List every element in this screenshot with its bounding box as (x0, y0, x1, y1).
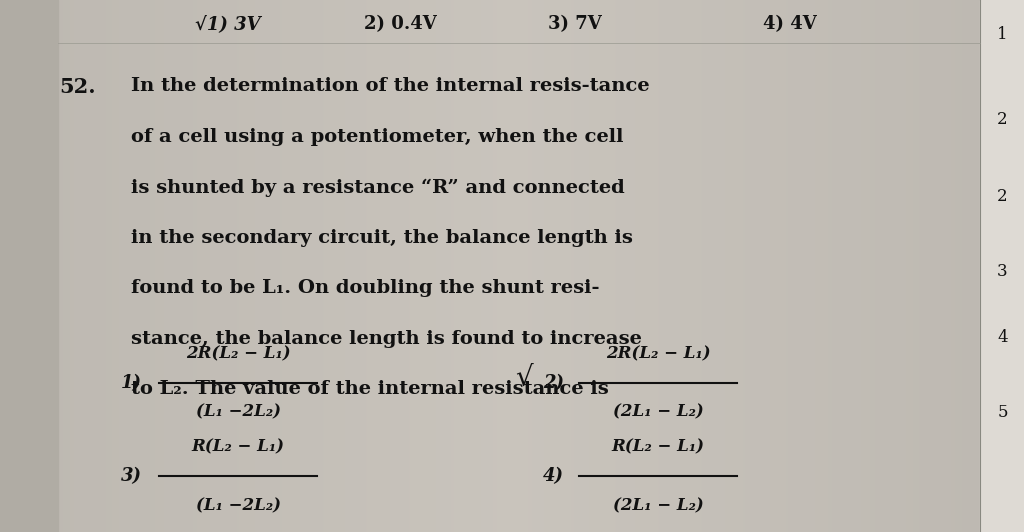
Text: (L₁ −2L₂): (L₁ −2L₂) (196, 497, 281, 514)
Text: found to be L₁. On doubling the shunt resi-: found to be L₁. On doubling the shunt re… (131, 279, 600, 297)
Text: 2: 2 (997, 111, 1008, 128)
Text: 2) 0.4V: 2) 0.4V (364, 15, 436, 33)
Text: to L₂. The value of the internal resistance is: to L₂. The value of the internal resista… (131, 380, 609, 398)
Text: 5: 5 (997, 404, 1008, 421)
Text: (L₁ −2L₂): (L₁ −2L₂) (196, 404, 281, 421)
Text: In the determination of the internal resis-tance: In the determination of the internal res… (131, 77, 649, 95)
Text: 1): 1) (121, 374, 142, 392)
Text: 2: 2 (997, 188, 1008, 205)
Text: 3): 3) (121, 467, 142, 485)
Text: 2R(L₂ − L₁): 2R(L₂ − L₁) (185, 345, 291, 362)
Text: 4: 4 (997, 329, 1008, 346)
Text: 3: 3 (997, 263, 1008, 280)
Text: √1) 3V: √1) 3V (195, 15, 260, 33)
Text: 3) 7V: 3) 7V (548, 15, 601, 33)
Text: (2L₁ − L₂): (2L₁ − L₂) (612, 404, 703, 421)
Text: of a cell using a potentiometer, when the cell: of a cell using a potentiometer, when th… (131, 128, 624, 146)
Text: 52.: 52. (59, 77, 96, 97)
Text: R(L₂ − L₁): R(L₂ − L₁) (191, 438, 285, 455)
Text: in the secondary circuit, the balance length is: in the secondary circuit, the balance le… (131, 229, 633, 247)
Text: R(L₂ − L₁): R(L₂ − L₁) (611, 438, 705, 455)
Text: (2L₁ − L₂): (2L₁ − L₂) (612, 497, 703, 514)
Text: 4): 4) (543, 467, 564, 485)
Text: √: √ (515, 364, 534, 392)
Text: 2): 2) (543, 374, 564, 392)
Text: 4) 4V: 4) 4V (763, 15, 816, 33)
Text: 2R(L₂ − L₁): 2R(L₂ − L₁) (605, 345, 711, 362)
Text: is shunted by a resistance “R” and connected: is shunted by a resistance “R” and conne… (131, 178, 625, 197)
Bar (0, 0, 58, 532)
Text: 1: 1 (997, 26, 1008, 43)
Bar (980, 0, 1024, 532)
Text: stance, the balance length is found to increase: stance, the balance length is found to i… (131, 330, 642, 348)
